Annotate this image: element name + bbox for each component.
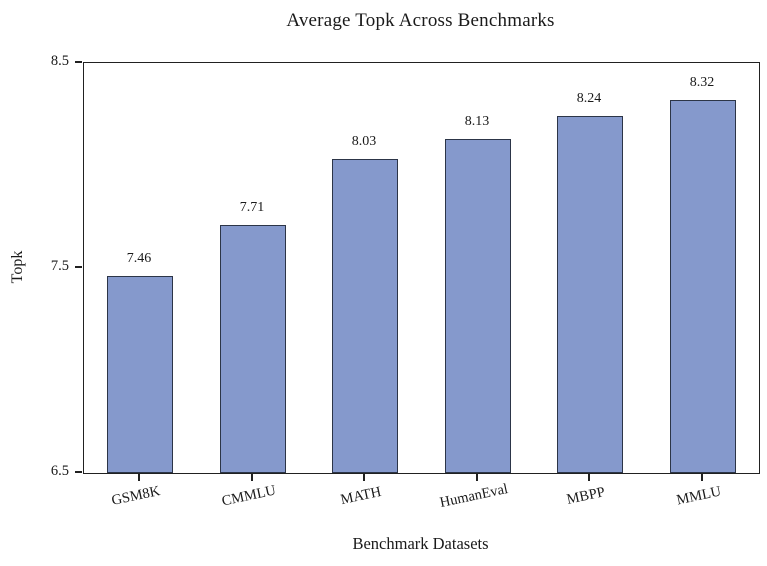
- x-tick-mark: [701, 474, 703, 481]
- y-tick-mark: [75, 266, 82, 268]
- x-tick-label: MBPP: [565, 484, 607, 508]
- chart-title: Average Topk Across Benchmarks: [286, 10, 555, 31]
- x-tick-label: CMMLU: [220, 482, 278, 510]
- x-tick-label: GSM8K: [110, 483, 162, 509]
- bar-value-label: 7.46: [126, 251, 152, 266]
- x-tick-mark: [363, 474, 365, 481]
- y-tick-label: 6.5: [50, 463, 69, 479]
- x-tick-mark: [138, 474, 140, 481]
- y-tick-mark: [75, 471, 82, 473]
- y-tick-label: 8.5: [50, 53, 69, 69]
- bar-HumanEval: [445, 139, 511, 473]
- bar-MATH: [332, 159, 398, 473]
- y-axis-label: Topk: [9, 250, 26, 284]
- plot-area: [83, 62, 760, 474]
- bar-value-label: 8.32: [689, 75, 715, 90]
- x-tick-mark: [251, 474, 253, 481]
- x-tick-mark: [588, 474, 590, 481]
- bar-value-label: 8.13: [464, 114, 490, 129]
- x-tick-label: MATH: [339, 483, 383, 509]
- bar-MMLU: [670, 100, 736, 473]
- y-tick-mark: [75, 61, 82, 63]
- bar-value-label: 7.71: [239, 200, 265, 215]
- bar-value-label: 8.24: [576, 91, 602, 106]
- bar-CMMLU: [220, 225, 286, 473]
- x-tick-label: HumanEval: [438, 480, 510, 512]
- bar-MBPP: [557, 116, 623, 473]
- x-tick-label: MMLU: [675, 483, 723, 509]
- x-tick-mark: [476, 474, 478, 481]
- bar-value-label: 8.03: [351, 134, 377, 149]
- y-tick-label: 7.5: [50, 258, 69, 274]
- bar-GSM8K: [107, 276, 173, 473]
- x-axis-label: Benchmark Datasets: [352, 534, 489, 553]
